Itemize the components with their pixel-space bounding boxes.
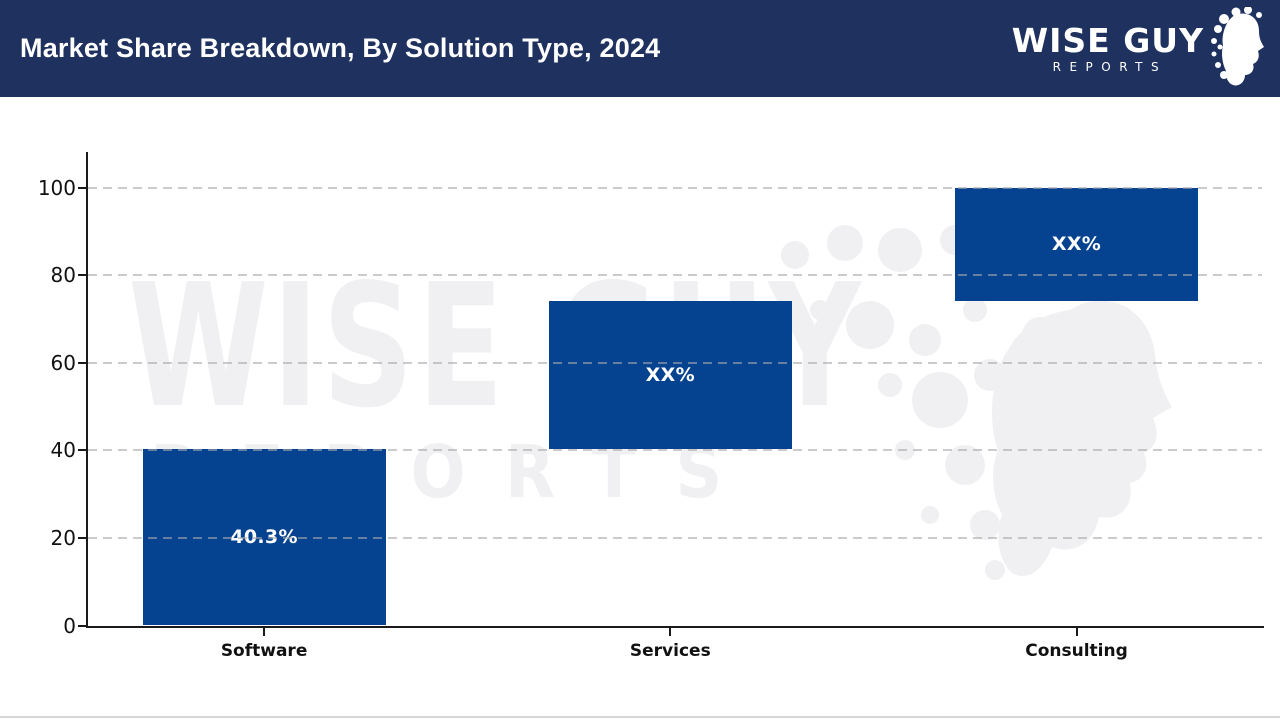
gridline-40 xyxy=(88,449,1262,452)
chart-title: Market Share Breakdown, By Solution Type… xyxy=(20,33,661,63)
bar-consulting: XX% xyxy=(955,187,1198,302)
gridline-20 xyxy=(88,536,1262,539)
gridline-100 xyxy=(88,186,1262,189)
x-tick-mark xyxy=(669,627,672,636)
footer-divider xyxy=(0,716,1280,718)
x-tick-mark xyxy=(1075,627,1078,636)
y-tick-label: 80 xyxy=(50,263,76,288)
y-tick-mark xyxy=(78,536,86,539)
bar-value-label: XX% xyxy=(645,364,695,387)
y-tick-label: 20 xyxy=(50,525,76,550)
y-tick-label: 40 xyxy=(50,438,76,463)
gridline-80 xyxy=(88,274,1262,277)
brand-logo-text: WISE GUY REPORTS xyxy=(1012,24,1204,74)
x-tick-mark xyxy=(263,627,266,636)
y-tick-label: 0 xyxy=(63,613,76,638)
y-tick-label: 100 xyxy=(37,175,76,200)
x-category-label: Consulting xyxy=(1025,640,1128,661)
x-category-label: Services xyxy=(629,640,711,661)
x-category-label: Software xyxy=(220,640,308,661)
brand-face-icon xyxy=(1211,7,1264,86)
y-axis-line xyxy=(86,152,88,628)
y-tick-label: 60 xyxy=(50,350,76,375)
y-tick-mark xyxy=(78,274,86,277)
y-tick-mark xyxy=(78,624,86,627)
y-tick-mark xyxy=(78,186,86,189)
brand-logo-subtitle: REPORTS xyxy=(1052,59,1168,74)
gridline-60 xyxy=(88,361,1262,364)
brand-logo: WISE GUY REPORTS xyxy=(1012,6,1270,92)
bar-value-label: XX% xyxy=(1051,233,1102,256)
x-axis-line xyxy=(86,625,1264,628)
y-tick-mark xyxy=(78,361,86,364)
header-band: Market Share Breakdown, By Solution Type… xyxy=(0,0,1280,97)
y-tick-mark xyxy=(78,449,86,452)
bar-services: XX% xyxy=(548,301,792,449)
brand-logo-name: WISE GUY xyxy=(1011,21,1204,61)
